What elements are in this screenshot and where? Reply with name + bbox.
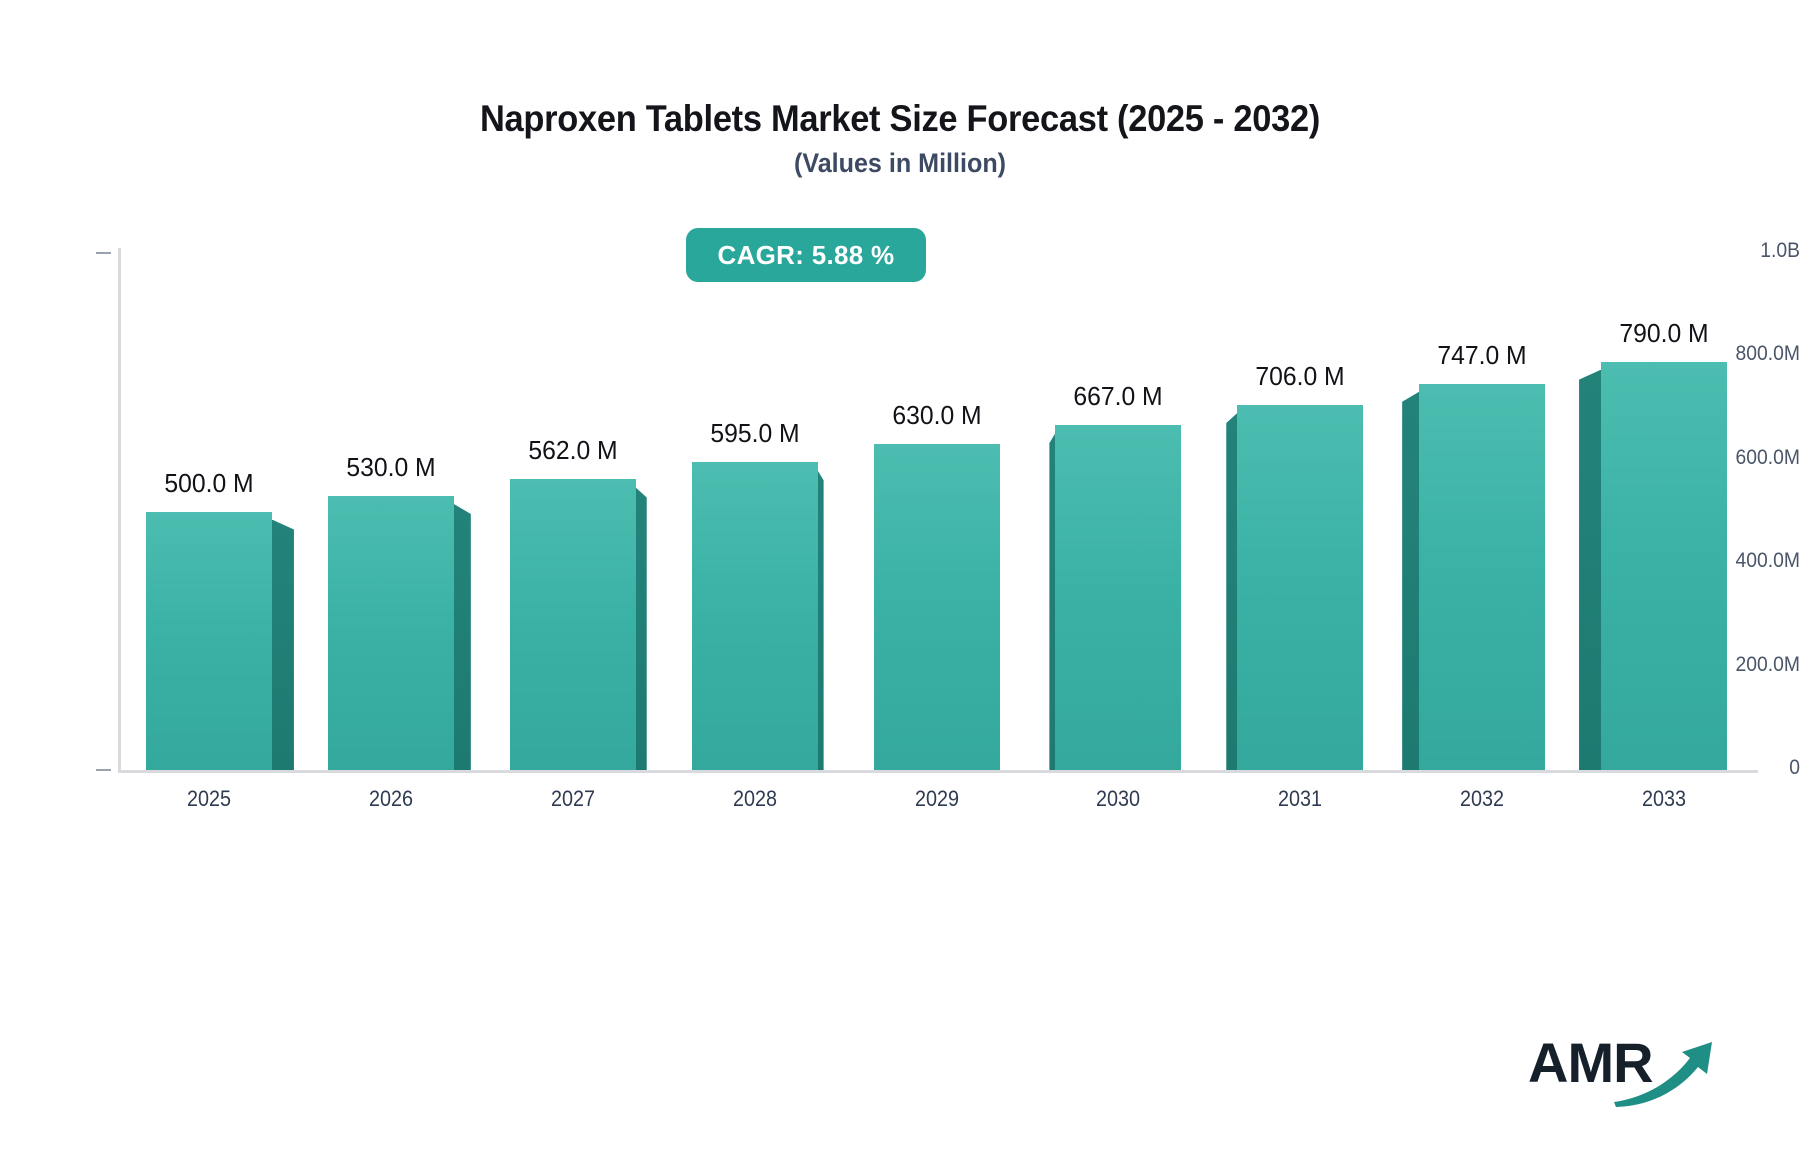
- bar-front-face: [691, 462, 818, 770]
- y-tick-label: 200.0M: [1735, 652, 1800, 676]
- bar-value-label: 630.0 M: [891, 400, 982, 431]
- bar-front-face: [1419, 383, 1546, 770]
- bar-side-face: [271, 519, 294, 770]
- y-tick-label: 0: [1789, 756, 1800, 779]
- bar-side-face: [1049, 433, 1056, 770]
- bar: [1049, 425, 1182, 770]
- bar-value-label: 530.0 M: [346, 451, 436, 482]
- x-tick-label: 2027: [550, 786, 595, 811]
- bar-front-face: [1237, 404, 1364, 770]
- bar-side-face: [1579, 369, 1602, 770]
- bar-value-label: 562.0 M: [528, 435, 618, 466]
- bar-value-label: 790.0 M: [1619, 317, 1709, 348]
- y-tick-mark: [96, 252, 111, 254]
- y-tick-mark: [96, 769, 111, 771]
- x-tick-label: 2033: [1642, 786, 1687, 811]
- bar: [509, 479, 647, 770]
- bar-side-face: [635, 487, 647, 770]
- x-tick-label: 2029: [914, 786, 959, 811]
- bar: [1579, 361, 1728, 770]
- chart-subtitle: (Values in Million): [793, 148, 1007, 178]
- y-tick-label: 1.0B: [1760, 239, 1800, 262]
- bar-side-face: [1402, 391, 1420, 770]
- bar-value-label: 500.0 M: [164, 467, 254, 498]
- x-tick-label: 2026: [368, 786, 413, 811]
- bar: [145, 511, 294, 770]
- bar-side-face: [1226, 412, 1238, 770]
- bar-front-face: [509, 479, 636, 770]
- y-tick-label: 800.0M: [1735, 342, 1800, 366]
- y-axis-line: [118, 248, 121, 773]
- bar-value-label: 595.0 M: [709, 418, 800, 449]
- chart-title: Naproxen Tablets Market Size Forecast (2…: [479, 98, 1320, 139]
- bar-value-label: 706.0 M: [1255, 360, 1345, 391]
- x-axis-line: [118, 770, 1758, 773]
- y-tick-label: 400.0M: [1735, 549, 1800, 573]
- bar: [1226, 404, 1364, 770]
- bar-front-face: [873, 444, 1000, 770]
- cagr-badge: CAGR: 5.88 %: [686, 228, 926, 282]
- y-tick-label: 600.0M: [1735, 445, 1800, 469]
- bar: [691, 462, 824, 770]
- bar-value-label: 667.0 M: [1073, 381, 1163, 412]
- bar-side-face: [453, 503, 471, 770]
- x-tick-label: 2025: [186, 786, 231, 811]
- bar: [327, 495, 471, 770]
- x-tick-label: 2031: [1278, 786, 1323, 811]
- amr-logo: AMR: [1528, 1030, 1718, 1108]
- bar-front-face: [1055, 425, 1182, 770]
- bar: [1402, 383, 1546, 770]
- x-tick-label: 2030: [1096, 786, 1141, 811]
- x-tick-label: 2028: [732, 786, 777, 811]
- bar-front-face: [327, 495, 454, 770]
- bar-side-face: [817, 470, 824, 770]
- bar-value-label: 747.0 M: [1437, 339, 1527, 370]
- x-tick-label: 2032: [1460, 786, 1505, 811]
- amr-logo-text: AMR: [1528, 1031, 1654, 1094]
- bar: [873, 444, 1000, 770]
- bar-front-face: [1601, 361, 1728, 770]
- growth-arrow-icon: [1614, 1042, 1712, 1107]
- bar-front-face: [145, 511, 272, 770]
